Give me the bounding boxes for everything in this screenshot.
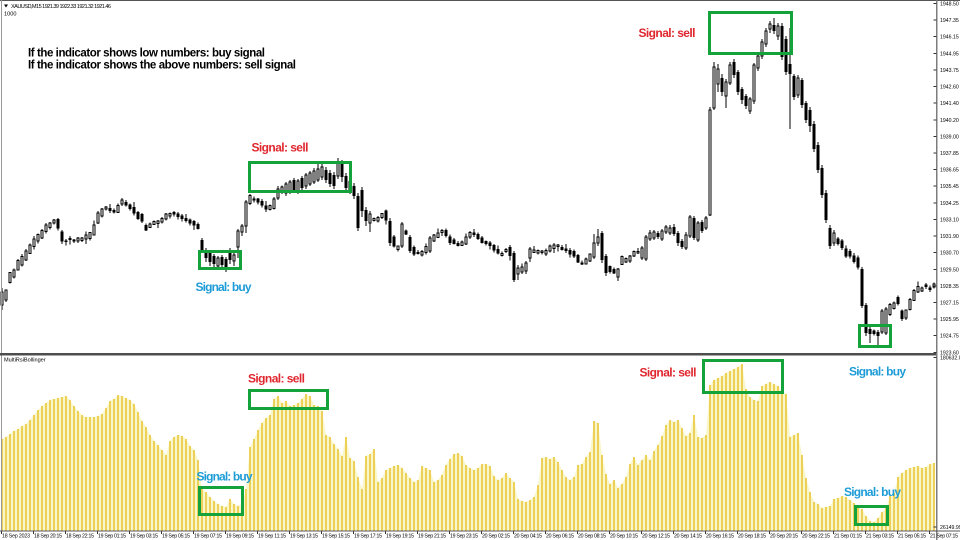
svg-text:21 Sep 07:15: 21 Sep 07:15 [930, 534, 958, 540]
svg-text:1944.95: 1944.95 [940, 51, 959, 57]
svg-text:20 Sep 02:15: 20 Sep 02:15 [482, 534, 510, 540]
svg-text:1940.20: 1940.20 [940, 118, 959, 124]
svg-text:1935.45: 1935.45 [940, 184, 959, 190]
svg-text:26149.995: 26149.995 [940, 525, 960, 531]
svg-text:19 Sep 17:15: 19 Sep 17:15 [354, 534, 382, 540]
svg-text:18 Sep 22:15: 18 Sep 22:15 [66, 534, 94, 540]
svg-text:1939.00: 1939.00 [940, 134, 959, 140]
svg-text:20 Sep 14:15: 20 Sep 14:15 [674, 534, 702, 540]
svg-text:XAUUSD,M15 1921.39 1922.33 19: XAUUSD,M15 1921.39 1922.33 1921.32 1921.… [11, 4, 111, 10]
svg-text:19 Sep 13:15: 19 Sep 13:15 [290, 534, 318, 540]
svg-text:20 Sep 16:15: 20 Sep 16:15 [706, 534, 734, 540]
svg-text:1941.40: 1941.40 [940, 101, 959, 107]
svg-text:18 Sep 20:15: 18 Sep 20:15 [34, 534, 62, 540]
svg-text:21 Sep 03:15: 21 Sep 03:15 [866, 534, 894, 540]
svg-text:Signal: buy: Signal: buy [849, 364, 906, 378]
svg-text:1923.60: 1923.60 [940, 350, 959, 356]
svg-text:20 Sep 06:15: 20 Sep 06:15 [546, 534, 574, 540]
svg-text:1937.85: 1937.85 [940, 151, 959, 157]
svg-text:20 Sep 10:15: 20 Sep 10:15 [610, 534, 638, 540]
svg-text:1946.15: 1946.15 [940, 35, 959, 41]
svg-text:Signal: buy: Signal: buy [197, 470, 253, 484]
svg-text:19 Sep 11:15: 19 Sep 11:15 [258, 534, 286, 540]
svg-text:1927.15: 1927.15 [940, 301, 959, 307]
svg-text:19 Sep 23:15: 19 Sep 23:15 [450, 534, 478, 540]
svg-text:Signal: buy: Signal: buy [844, 485, 901, 499]
svg-text:1928.35: 1928.35 [940, 284, 959, 290]
svg-text:1934.25: 1934.25 [940, 201, 959, 207]
svg-text:Signal: sell: Signal: sell [640, 365, 697, 379]
svg-text:21 Sep 05:15: 21 Sep 05:15 [898, 534, 926, 540]
svg-text:MultiRsiBollinger: MultiRsiBollinger [4, 358, 46, 364]
svg-text:19 Sep 03:15: 19 Sep 03:15 [130, 534, 158, 540]
svg-text:19 Sep 19:15: 19 Sep 19:15 [386, 534, 414, 540]
svg-text:19 Sep 09:15: 19 Sep 09:15 [226, 534, 254, 540]
svg-text:19 Sep 15:15: 19 Sep 15:15 [322, 534, 350, 540]
svg-text:Signal: sell: Signal: sell [639, 26, 696, 40]
svg-text:Signal: buy: Signal: buy [196, 280, 252, 294]
svg-text:1931.90: 1931.90 [940, 234, 959, 240]
svg-text:19 Sep 07:15: 19 Sep 07:15 [194, 534, 222, 540]
svg-text:1948.50: 1948.50 [940, 2, 959, 8]
svg-text:1930.70: 1930.70 [940, 251, 959, 257]
svg-text:1936.65: 1936.65 [940, 168, 959, 174]
svg-text:20 Sep 04:15: 20 Sep 04:15 [514, 534, 542, 540]
svg-text:19 Sep 21:15: 19 Sep 21:15 [418, 534, 446, 540]
svg-text:20 Sep 22:15: 20 Sep 22:15 [802, 534, 830, 540]
svg-text:1000: 1000 [4, 12, 16, 18]
svg-text:18 Sep 2023: 18 Sep 2023 [2, 534, 30, 540]
svg-text:1929.50: 1929.50 [940, 267, 959, 273]
svg-text:19 Sep 01:15: 19 Sep 01:15 [98, 534, 126, 540]
svg-text:1942.60: 1942.60 [940, 85, 959, 91]
svg-text:21 Sep 01:15: 21 Sep 01:15 [834, 534, 862, 540]
svg-text:1933.10: 1933.10 [940, 217, 959, 223]
svg-text:If the indicator shows low num: If the indicator shows low numbers: buy … [28, 47, 265, 59]
svg-text:20 Sep 20:15: 20 Sep 20:15 [770, 534, 798, 540]
svg-text:1943.75: 1943.75 [940, 68, 959, 74]
svg-text:Signal: sell: Signal: sell [252, 141, 309, 155]
svg-text:1925.95: 1925.95 [940, 317, 959, 323]
svg-text:Signal: sell: Signal: sell [248, 372, 305, 386]
svg-text:20 Sep 18:15: 20 Sep 18:15 [738, 534, 766, 540]
svg-text:1924.75: 1924.75 [940, 334, 959, 340]
svg-text:20 Sep 08:15: 20 Sep 08:15 [578, 534, 606, 540]
svg-text:If the indicator shows the abo: If the indicator shows the above numbers… [28, 59, 296, 71]
svg-text:19 Sep 05:15: 19 Sep 05:15 [162, 534, 190, 540]
svg-text:1947.35: 1947.35 [940, 18, 959, 24]
svg-text:180632.04: 180632.04 [940, 356, 960, 362]
svg-text:20 Sep 12:15: 20 Sep 12:15 [642, 534, 670, 540]
